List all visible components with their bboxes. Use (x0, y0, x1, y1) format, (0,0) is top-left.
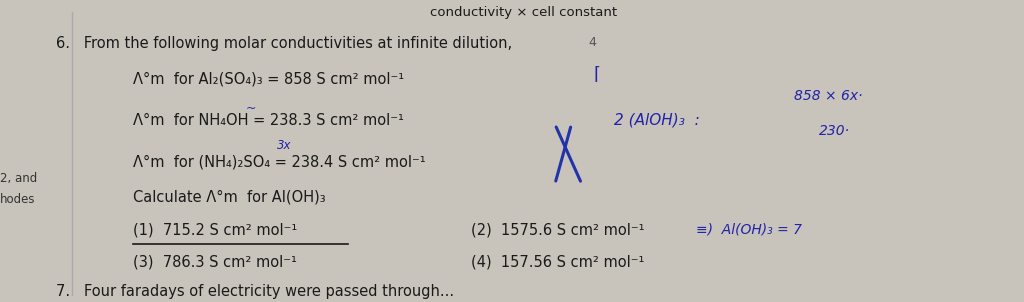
Text: hodes: hodes (0, 193, 36, 206)
Text: ≡)  Al(OH)₃ = 7: ≡) Al(OH)₃ = 7 (696, 222, 803, 236)
Text: conductivity × cell constant: conductivity × cell constant (430, 6, 617, 19)
Text: (3)  786.3 S cm² mol⁻¹: (3) 786.3 S cm² mol⁻¹ (133, 255, 297, 270)
Text: 3x: 3x (276, 139, 291, 152)
Text: 230·: 230· (819, 124, 850, 138)
Text: (2)  1575.6 S cm² mol⁻¹: (2) 1575.6 S cm² mol⁻¹ (471, 222, 644, 237)
Text: Λ°m  for Al₂(SO₄)₃ = 858 S cm² mol⁻¹: Λ°m for Al₂(SO₄)₃ = 858 S cm² mol⁻¹ (133, 71, 404, 86)
Text: (4)  157.56 S cm² mol⁻¹: (4) 157.56 S cm² mol⁻¹ (471, 255, 644, 270)
Text: 2, and: 2, and (0, 172, 37, 185)
Text: 2 (AlOH)₃  :: 2 (AlOH)₃ : (614, 113, 700, 127)
Text: Λ°m  for NH₄OH = 238.3 S cm² mol⁻¹: Λ°m for NH₄OH = 238.3 S cm² mol⁻¹ (133, 113, 404, 127)
Text: 7.   Four faradays of electricity were passed through...: 7. Four faradays of electricity were pas… (56, 284, 455, 300)
Text: Calculate Λ°m  for Al(OH)₃: Calculate Λ°m for Al(OH)₃ (133, 190, 326, 205)
Text: 858 × 6x·: 858 × 6x· (794, 89, 862, 103)
Text: ⌈: ⌈ (594, 65, 601, 83)
Text: (1)  715.2 S cm² mol⁻¹: (1) 715.2 S cm² mol⁻¹ (133, 222, 297, 237)
Text: Λ°m  for (NH₄)₂SO₄ = 238.4 S cm² mol⁻¹: Λ°m for (NH₄)₂SO₄ = 238.4 S cm² mol⁻¹ (133, 154, 426, 169)
Text: 6.   From the following molar conductivities at infinite dilution,: 6. From the following molar conductiviti… (56, 36, 512, 50)
Text: 4: 4 (589, 36, 597, 49)
Text: ~: ~ (246, 102, 256, 115)
